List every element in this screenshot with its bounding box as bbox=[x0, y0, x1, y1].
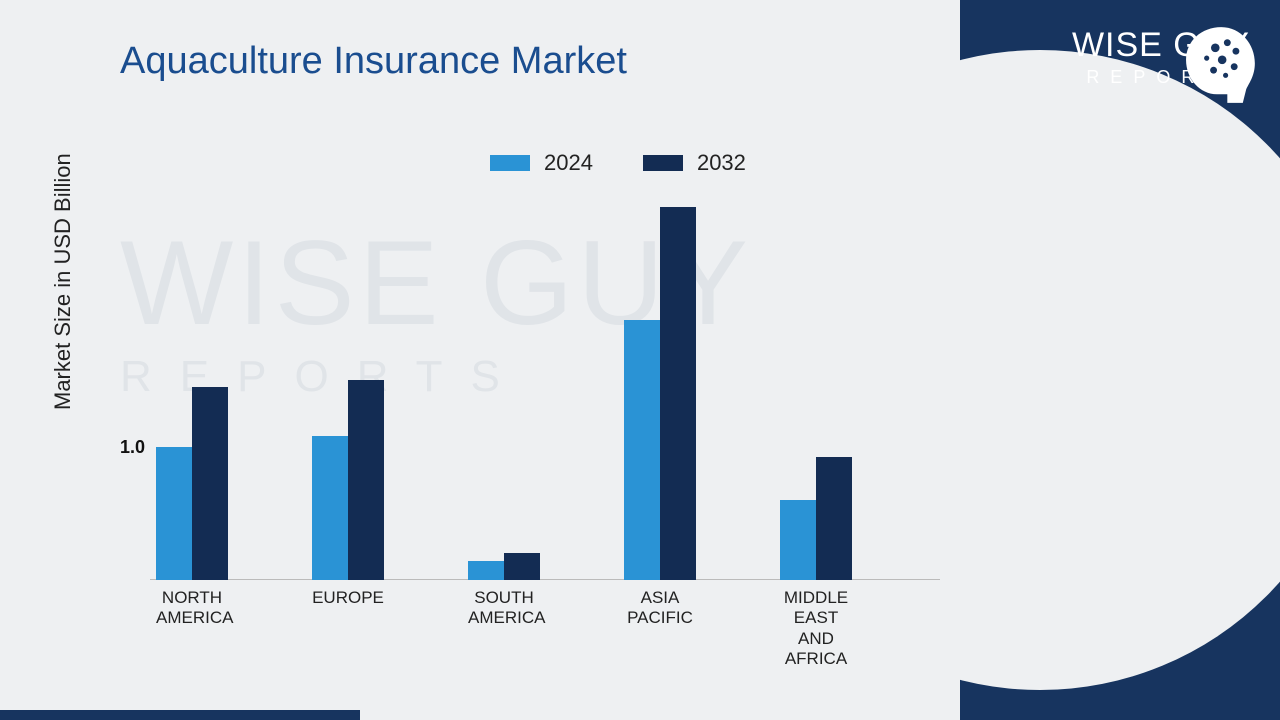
chart-title: Aquaculture Insurance Market bbox=[120, 40, 627, 83]
chart-area: Market Size in USD Billion NORTHAMERICAE… bbox=[60, 150, 960, 690]
brand-logo: WISE GUY REPORTS bbox=[990, 26, 1250, 106]
x-axis-label: MIDDLEEASTANDAFRICA bbox=[780, 588, 852, 670]
bar-group: SOUTHAMERICA bbox=[468, 553, 540, 580]
x-axis-label: SOUTHAMERICA bbox=[468, 588, 540, 629]
bar-2024 bbox=[780, 500, 816, 580]
bar-2032 bbox=[192, 387, 228, 580]
bar-2032 bbox=[660, 207, 696, 580]
bar-2024 bbox=[156, 447, 192, 580]
bar-2024 bbox=[624, 320, 660, 580]
bar-group: EUROPE bbox=[312, 380, 384, 580]
x-axis-label: ASIAPACIFIC bbox=[624, 588, 696, 629]
bar-group: MIDDLEEASTANDAFRICA bbox=[780, 457, 852, 580]
x-axis-label: NORTHAMERICA bbox=[156, 588, 228, 629]
bar-2024 bbox=[468, 561, 504, 580]
page: WISE GUY REPORTS Aquaculture Insurance M… bbox=[0, 0, 1280, 720]
x-axis-label: EUROPE bbox=[312, 588, 384, 608]
bar-2032 bbox=[504, 553, 540, 580]
bottom-accent-bar bbox=[0, 710, 360, 720]
bar-group: ASIAPACIFIC bbox=[624, 207, 696, 580]
y-axis-tick: 1.0 bbox=[120, 437, 145, 458]
brand-head-icon bbox=[1174, 22, 1260, 108]
bar-group: NORTHAMERICA bbox=[156, 387, 228, 580]
chart-plot: NORTHAMERICA EUROPE SOUTHAMERICA ASIAPACIFI… bbox=[150, 180, 940, 580]
y-axis-label: Market Size in USD Billion bbox=[50, 153, 76, 410]
bar-2032 bbox=[816, 457, 852, 580]
bar-2024 bbox=[312, 436, 348, 580]
bar-2032 bbox=[348, 380, 384, 580]
